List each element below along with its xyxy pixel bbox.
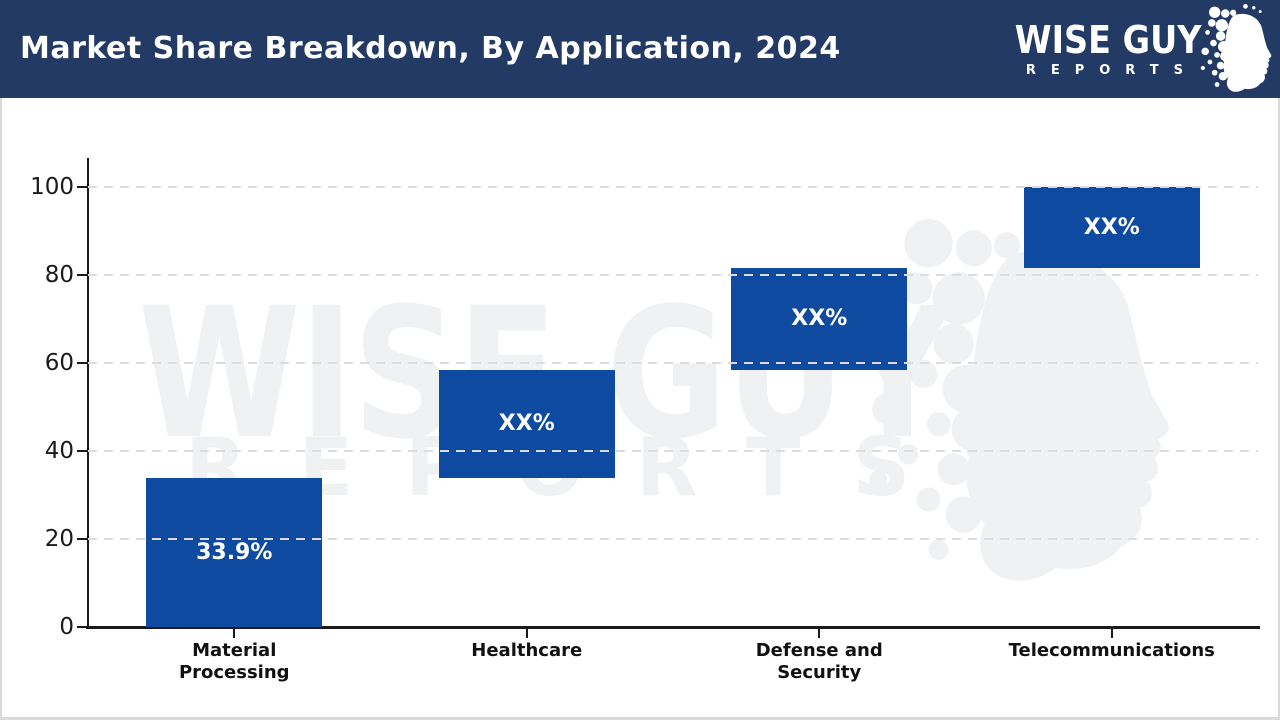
x-category-label: Defense and Security [755, 640, 883, 683]
y-tick-label: 0 [59, 614, 74, 640]
y-tick-label: 20 [44, 526, 74, 552]
x-tick [233, 629, 236, 638]
gridline [88, 274, 1258, 276]
chart-title: Market Share Breakdown, By Application, … [20, 31, 841, 66]
logo-text: WISE GUY REPORTS [1002, 18, 1214, 78]
y-tick [77, 450, 88, 452]
x-axis-line [86, 626, 1260, 629]
y-tick-label: 40 [44, 438, 74, 464]
bar: XX% [731, 267, 908, 371]
y-tick [77, 362, 88, 364]
bar-label: XX% [1083, 214, 1140, 240]
x-category-label: Healthcare [471, 640, 583, 661]
y-axis-line [87, 158, 89, 628]
logo-subtext: REPORTS [1025, 62, 1198, 78]
x-tick [1110, 629, 1113, 638]
x-tick [818, 629, 821, 638]
bar-label: XX% [498, 411, 555, 437]
x-category-label: Material Processing [178, 640, 290, 683]
y-tick [77, 274, 88, 276]
y-tick-label: 60 [44, 350, 74, 376]
x-category-label: Telecommunications [1008, 640, 1215, 661]
bar: XX% [1023, 187, 1200, 268]
gridline [88, 450, 1258, 452]
bar: XX% [438, 370, 615, 478]
x-tick [525, 629, 528, 638]
y-tick [77, 186, 88, 188]
y-tick [77, 626, 88, 628]
bar: 33.9% [146, 477, 323, 627]
wiseguy-logo: WISE GUY REPORTS [1002, 4, 1274, 94]
logo-wordmark: WISE GUY [1014, 18, 1202, 63]
gridline [88, 362, 1258, 364]
y-tick-label: 80 [44, 262, 74, 288]
y-tick [77, 538, 88, 540]
bar-label: 33.9% [196, 539, 273, 565]
y-tick-label: 100 [30, 174, 74, 200]
gridline [88, 538, 1258, 540]
logo-head-icon [1200, 4, 1272, 92]
header-bar: Market Share Breakdown, By Application, … [0, 0, 1280, 98]
gridline [88, 186, 1258, 188]
bar-label: XX% [791, 306, 848, 332]
